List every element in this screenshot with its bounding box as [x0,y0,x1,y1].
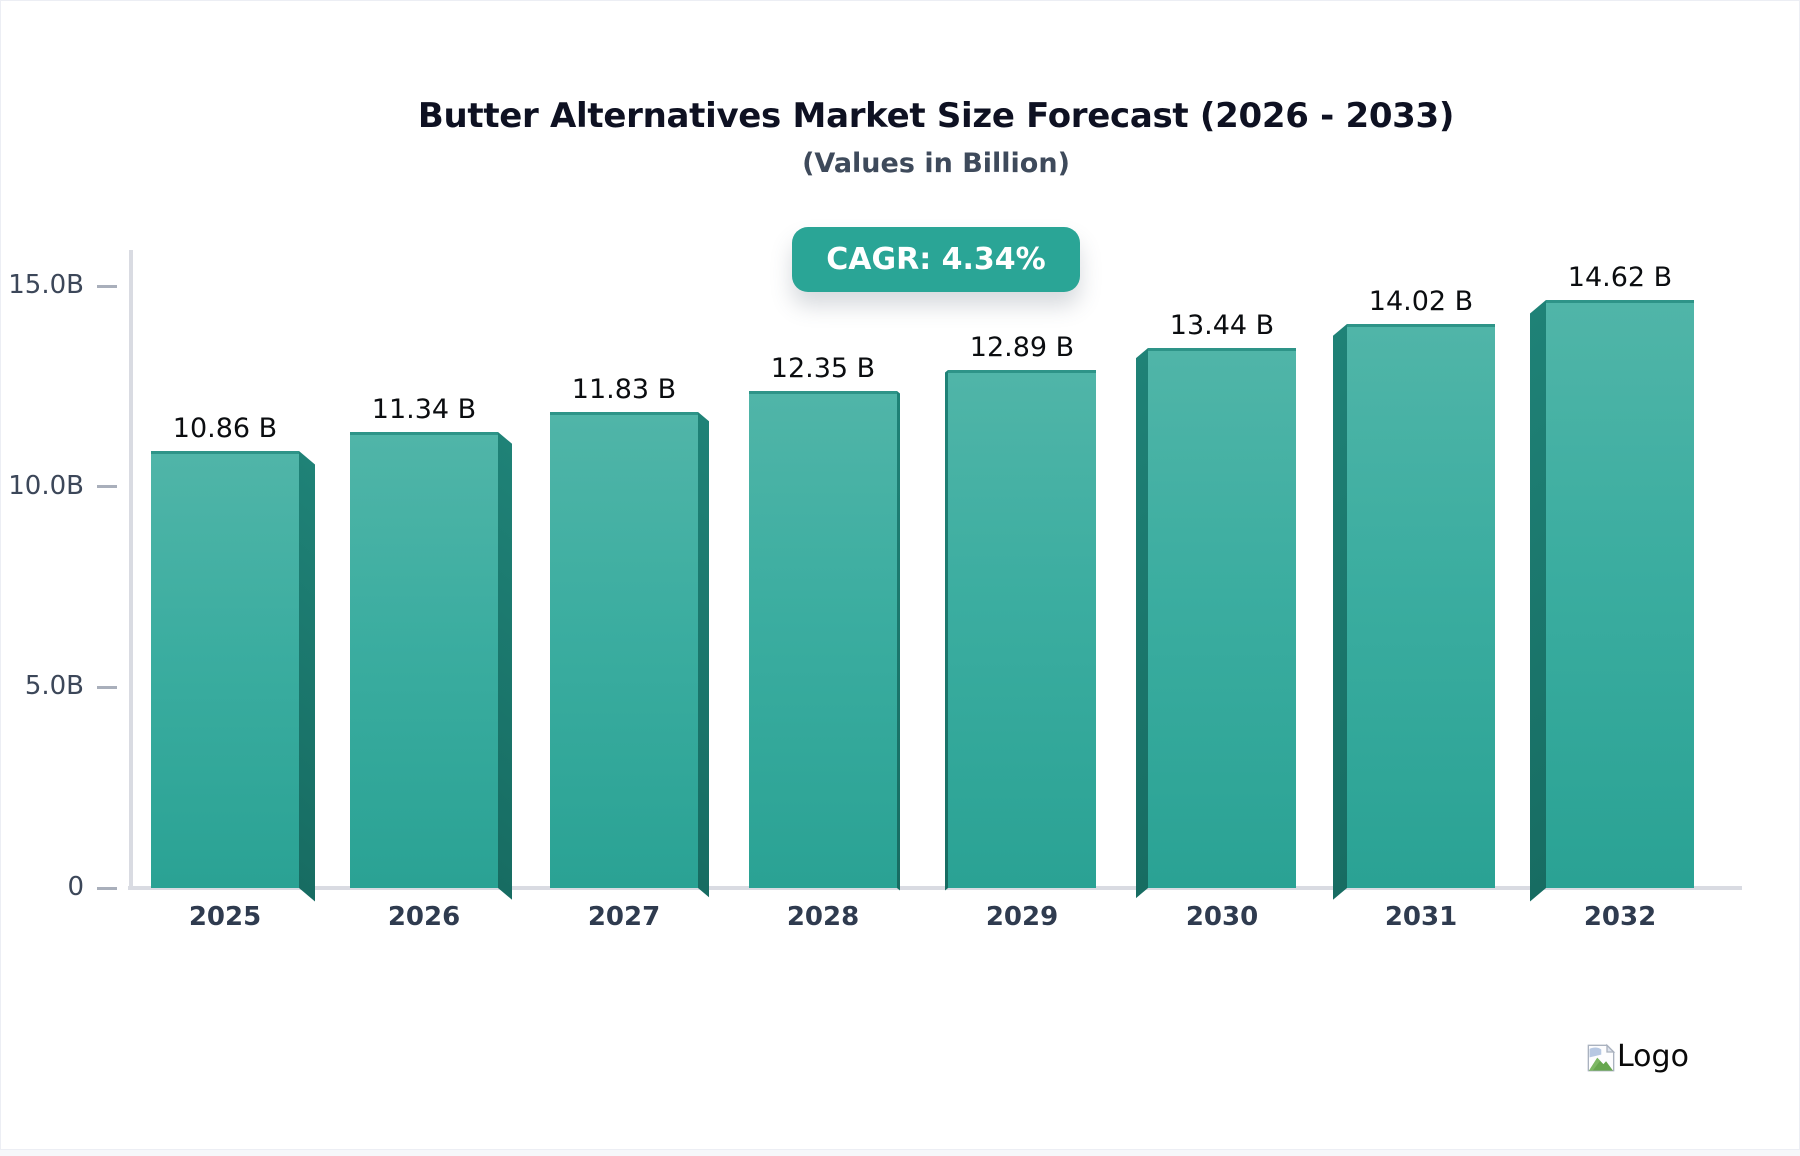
bar-side-face-2030 [1136,348,1148,899]
x-axis-label-2029: 2029 [985,902,1059,932]
chart-header: Butter Alternatives Market Size Forecast… [130,0,1742,292]
broken-image-icon [1587,1043,1616,1072]
y-tick-label: 15.0B [8,270,84,301]
bar-value-label-2028: 12.35 B [770,353,876,384]
y-tick-dash [97,284,117,288]
bar-value-label-2027: 11.83 B [571,374,677,405]
y-tick-dash [97,685,117,689]
bar-side-face-2032 [1530,300,1546,902]
bar-side-face-2027 [698,412,709,898]
cagr-badge: CAGR: 4.34% [792,227,1080,292]
bar-side-face-2028 [897,391,900,891]
bar-2027[interactable] [550,412,698,888]
bar-2025[interactable] [151,451,299,888]
bar-2028[interactable] [749,391,897,888]
x-axis-label-2025: 2025 [188,902,262,932]
y-tick-label: 5.0B [24,671,84,702]
y-tick-dash [97,886,117,890]
x-axis-baseline [128,886,1742,890]
bar-2032[interactable] [1546,300,1694,888]
y-tick-label: 10.0B [8,470,84,501]
bar-value-label-2030: 13.44 B [1169,310,1275,341]
x-axis-label-2032: 2032 [1583,902,1657,932]
bar-value-label-2025: 10.86 B [172,413,278,444]
bar-value-label-2032: 14.62 B [1567,262,1673,293]
bar-2030[interactable] [1148,348,1296,888]
logo-text: Logo [1617,1039,1689,1074]
bar-side-face-2025 [299,451,315,902]
bar-value-label-2029: 12.89 B [969,332,1075,363]
x-axis-label-2028: 2028 [786,902,860,932]
bar-2026[interactable] [350,432,498,888]
bar-side-face-2026 [498,432,512,900]
bar-value-label-2026: 11.34 B [371,394,477,425]
chart-subtitle: (Values in Billion) [802,148,1070,179]
y-tick-label: 0 [67,872,84,902]
x-axis-label-2031: 2031 [1384,902,1458,932]
y-axis-line [129,250,133,890]
logo: Logo [1585,1040,1689,1074]
bar-value-label-2031: 14.02 B [1368,286,1474,317]
y-tick-dash [97,485,117,489]
bar-side-face-2031 [1333,324,1347,900]
bar-2031[interactable] [1347,324,1495,888]
bar-2029[interactable] [948,370,1096,888]
x-axis-label-2030: 2030 [1185,902,1259,932]
chart-title: Butter Alternatives Market Size Forecast… [417,96,1455,136]
x-axis-label-2027: 2027 [587,902,661,932]
x-axis-label-2026: 2026 [387,902,461,932]
